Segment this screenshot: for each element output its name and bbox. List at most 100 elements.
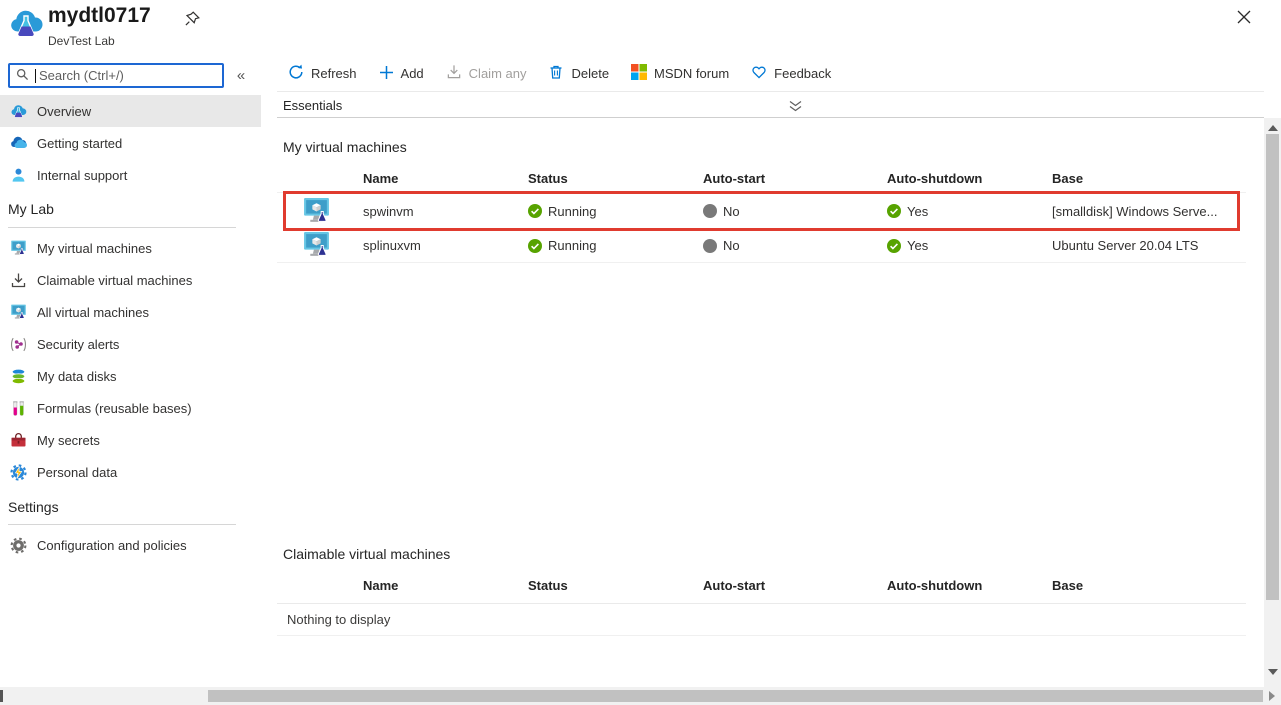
- secrets-toolbox-icon: [10, 432, 27, 449]
- vm-auto-start: No: [703, 193, 740, 229]
- sidebar-item-label: Personal data: [37, 464, 118, 480]
- heart-icon: [751, 64, 767, 83]
- delete-label: Delete: [571, 66, 610, 81]
- sidebar-item-label: Claimable virtual machines: [37, 272, 193, 288]
- vm-auto-start: No: [703, 229, 740, 262]
- add-button[interactable]: Add: [368, 56, 435, 91]
- formulas-test-tubes-icon: [10, 400, 27, 417]
- overview-icon: [10, 103, 27, 120]
- column-header-base[interactable]: Base: [1052, 578, 1084, 593]
- column-header-base[interactable]: Base: [1052, 171, 1084, 186]
- horizontal-scrollbar[interactable]: [0, 687, 1281, 705]
- vm-name: spwinvm: [363, 203, 414, 219]
- column-header-auto-shutdown[interactable]: Auto-shutdown: [887, 578, 983, 593]
- sidebar-top-nav: Overview Getting started: [0, 95, 261, 191]
- sidebar-item-my-secrets[interactable]: My secrets: [0, 424, 261, 456]
- vm-auto-shutdown: Yes: [887, 193, 928, 229]
- feedback-button[interactable]: Feedback: [740, 56, 842, 91]
- status-yes-icon: [887, 238, 901, 253]
- my-vms-heading: My virtual machines: [283, 139, 407, 155]
- divider: [277, 603, 1246, 604]
- column-header-auto-start[interactable]: Auto-start: [703, 171, 766, 186]
- scroll-down-arrow-icon[interactable]: [1268, 669, 1278, 675]
- essentials-expand-chevron-icon[interactable]: [788, 100, 803, 116]
- column-header-status[interactable]: Status: [528, 171, 568, 186]
- getting-started-icon: [10, 135, 27, 152]
- vm-name: splinuxvm: [363, 238, 421, 253]
- sidebar-item-label: Configuration and policies: [37, 537, 187, 553]
- vertical-scrollbar-thumb[interactable]: [1266, 134, 1279, 600]
- refresh-button[interactable]: Refresh: [277, 56, 368, 91]
- vm-status: Running: [528, 193, 596, 229]
- sidebar-my-lab-nav: My virtual machines Claimable virtual ma…: [0, 232, 261, 488]
- sidebar-item-configuration-and-policies[interactable]: Configuration and policies: [0, 529, 261, 561]
- scroll-right-arrow-icon[interactable]: [1269, 691, 1275, 701]
- microsoft-logo-icon: [631, 64, 648, 83]
- msdn-forum-label: MSDN forum: [654, 66, 730, 81]
- vm-monitor-icon: [10, 240, 27, 257]
- claimable-vms-heading: Claimable virtual machines: [283, 546, 451, 562]
- sidebar-item-internal-support[interactable]: Internal support: [0, 159, 261, 191]
- close-icon[interactable]: [1236, 9, 1252, 28]
- delete-trash-icon: [548, 64, 564, 83]
- column-header-auto-shutdown[interactable]: Auto-shutdown: [887, 171, 983, 186]
- sidebar-item-label: Internal support: [37, 167, 128, 183]
- sidebar-item-claimable-virtual-machines[interactable]: Claimable virtual machines: [0, 264, 261, 296]
- sidebar-item-security-alerts[interactable]: Security alerts: [0, 328, 261, 360]
- vm-icon: [303, 193, 330, 229]
- command-bar: Refresh Add Claim any: [277, 56, 842, 91]
- security-alerts-icon: [10, 336, 27, 353]
- sidebar-item-label: My virtual machines: [37, 240, 152, 256]
- collapse-sidebar-button[interactable]: «: [236, 66, 246, 84]
- page-subtitle: DevTest Lab: [48, 34, 115, 48]
- sidebar-item-my-virtual-machines[interactable]: My virtual machines: [0, 232, 261, 264]
- sidebar-item-label: Formulas (reusable bases): [37, 400, 192, 416]
- search-input[interactable]: Search (Ctrl+/): [8, 63, 224, 88]
- add-icon: [379, 65, 394, 83]
- sidebar-item-label: My data disks: [37, 368, 117, 384]
- gear-icon: [10, 537, 27, 554]
- devtest-lab-logo-icon: [9, 6, 43, 45]
- pin-icon[interactable]: [184, 10, 201, 30]
- vertical-scrollbar[interactable]: [1264, 118, 1281, 705]
- claim-any-button[interactable]: Claim any: [435, 56, 538, 91]
- column-header-auto-start[interactable]: Auto-start: [703, 578, 766, 593]
- sidebar-item-personal-data[interactable]: Personal data: [0, 456, 261, 488]
- msdn-forum-button[interactable]: MSDN forum: [620, 56, 740, 91]
- sidebar-section-my-lab: My Lab: [8, 201, 54, 217]
- sidebar-item-overview[interactable]: Overview: [0, 95, 261, 127]
- column-header-status[interactable]: Status: [528, 578, 568, 593]
- divider: [8, 227, 236, 228]
- sidebar-section-settings: Settings: [8, 499, 59, 515]
- data-disks-icon: [10, 368, 27, 385]
- vm-row-splinuxvm[interactable]: splinuxvm Running No Yes Ubuntu Server 2…: [277, 229, 1246, 263]
- sidebar-item-formulas[interactable]: Formulas (reusable bases): [0, 392, 261, 424]
- refresh-label: Refresh: [311, 66, 357, 81]
- sidebar-item-all-virtual-machines[interactable]: All virtual machines: [0, 296, 261, 328]
- status-yes-icon: [887, 204, 901, 218]
- feedback-label: Feedback: [774, 66, 832, 81]
- person-icon: [10, 167, 27, 184]
- text-caret: [35, 68, 36, 83]
- vm-row-spwinvm[interactable]: spwinvm Running No Yes [smalldisk] Windo…: [277, 193, 1246, 229]
- claim-any-label: Claim any: [468, 66, 527, 81]
- sidebar-item-label: All virtual machines: [37, 304, 149, 320]
- column-header-name[interactable]: Name: [363, 171, 399, 186]
- vm-icon: [303, 229, 330, 262]
- refresh-icon: [288, 64, 304, 83]
- divider: [8, 524, 236, 525]
- column-header-name[interactable]: Name: [363, 578, 399, 593]
- delete-button[interactable]: Delete: [537, 56, 620, 91]
- sidebar-item-my-data-disks[interactable]: My data disks: [0, 360, 261, 392]
- status-neutral-icon: [703, 204, 717, 218]
- claim-any-icon: [446, 64, 462, 83]
- search-icon: [16, 68, 29, 84]
- sidebar-item-label: Security alerts: [37, 336, 120, 352]
- search-placeholder: Search (Ctrl+/): [39, 68, 124, 83]
- divider: [277, 635, 1246, 636]
- scroll-up-arrow-icon[interactable]: [1268, 125, 1278, 131]
- horizontal-scrollbar-thumb[interactable]: [208, 690, 1263, 702]
- sidebar-item-label: My secrets: [37, 432, 100, 448]
- sidebar-item-getting-started[interactable]: Getting started: [0, 127, 261, 159]
